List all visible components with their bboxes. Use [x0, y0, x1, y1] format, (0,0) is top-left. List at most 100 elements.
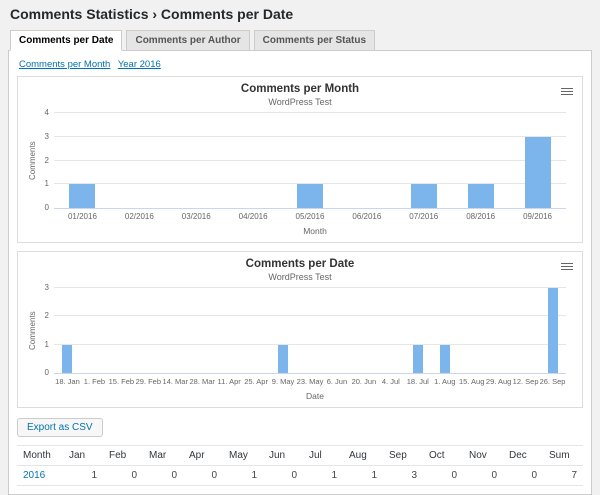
year-2016-link[interactable]: Year 2016 — [117, 59, 161, 70]
table-year-link[interactable]: 2016 — [23, 470, 46, 481]
chart-area: Comments 0 1 2 3 18. Jan 1. Feb 15. Feb 29. Fe… — [28, 283, 566, 387]
chart-context-menu-icon[interactable] — [561, 259, 573, 274]
plot-area: Comments 0 1 2 3 — [28, 283, 566, 377]
table-header-sum: Sum — [543, 445, 583, 466]
table-header-aug: Aug — [343, 445, 383, 466]
chart-subtitle: WordPress Test — [268, 97, 332, 107]
x-tick-label: 1. Feb — [83, 377, 106, 386]
x-tick-label: 20. Jun — [351, 377, 377, 386]
y-axis-title: Comments — [28, 141, 37, 180]
y-tick-label: 1 — [44, 179, 49, 189]
table-header-oct: Oct — [423, 445, 463, 466]
gridline — [54, 343, 566, 345]
gridline — [54, 112, 566, 113]
x-tick-label: 25. Apr — [244, 377, 268, 386]
y-tick-label: 0 — [44, 368, 49, 377]
chart-context-menu-icon[interactable] — [561, 84, 573, 99]
table-cell-jun: 0 — [263, 465, 303, 486]
x-tick-label: 04/2016 — [238, 212, 268, 221]
table-header-jan: Jan — [63, 445, 103, 466]
table-cell-oct: 0 — [423, 465, 463, 486]
table-cell-jan: 1 — [63, 465, 103, 486]
x-axis-labels: 18. Jan 1. Feb 15. Feb 29. Feb 14. Mar 28. Ma… — [54, 377, 566, 387]
table-header-jun: Jun — [263, 445, 303, 466]
chart-subtitle: WordPress Test — [268, 272, 332, 282]
x-axis-title: Date — [306, 391, 324, 401]
tab-comments-per-author[interactable]: Comments per Author — [126, 30, 250, 51]
gridline — [54, 287, 566, 288]
x-tick-label: 02/2016 — [124, 212, 154, 221]
bar-07-2016[interactable] — [410, 184, 437, 208]
tab-comments-per-status[interactable]: Comments per Status — [253, 30, 376, 51]
x-tick-label: 06/2016 — [352, 212, 382, 221]
x-tick-label: 29. Feb — [135, 377, 162, 386]
y-tick-label: 2 — [44, 155, 49, 165]
y-tick-label: 4 — [44, 108, 49, 117]
table-cell-apr: 0 — [183, 465, 223, 486]
x-tick-label: 07/2016 — [409, 212, 439, 221]
x-tick-label: 29. Aug — [485, 377, 512, 386]
bar-01-2016[interactable] — [69, 184, 96, 208]
table-row: 2016 1 0 0 0 1 0 1 1 3 0 0 0 7 — [17, 465, 583, 486]
comments-per-month-link[interactable]: Comments per Month — [19, 59, 111, 70]
table-cell-dec: 0 — [503, 465, 543, 486]
table-header-feb: Feb — [103, 445, 143, 466]
x-tick-label: 23. May — [296, 377, 324, 386]
bar-1-aug[interactable] — [439, 344, 450, 373]
table-cell-month: 2016 — [17, 465, 63, 486]
comments-per-month-chart: Comments per Month WordPress Test Commen… — [17, 76, 583, 243]
table-cell-sum: 7 — [543, 465, 583, 486]
x-tick-label: 01/2016 — [67, 212, 97, 221]
table-header-nov: Nov — [463, 445, 503, 466]
bar-9-may[interactable] — [278, 344, 289, 373]
x-tick-label: 09/2016 — [523, 212, 553, 221]
table-cell-jul: 1 — [303, 465, 343, 486]
x-tick-label: 08/2016 — [466, 212, 496, 221]
y-tick-label: 3 — [44, 131, 49, 141]
bar-09-2016[interactable] — [524, 136, 551, 208]
x-tick-label: 15. Feb — [108, 377, 135, 386]
x-tick-label: 14. Mar — [162, 377, 188, 386]
bar-18-jan[interactable] — [62, 344, 73, 373]
table-header-row: Month Jan Feb Mar Apr May Jun Jul Aug Sep Oct Nov De… — [17, 445, 583, 466]
x-tick-label: 9. May — [271, 377, 295, 386]
main-panel: Comments per Month Year 2016 Comments pe… — [8, 50, 592, 495]
table-cell-mar: 0 — [143, 465, 183, 486]
plot-area: Comments 0 1 2 3 4 — [28, 108, 566, 212]
table-cell-nov: 0 — [463, 465, 503, 486]
x-tick-label: 12. Sep — [512, 377, 539, 386]
table-cell-sep: 3 — [383, 465, 423, 486]
chart-title: Comments per Date — [245, 258, 355, 270]
x-axis-title: Month — [303, 226, 327, 236]
x-tick-label: 18. Jul — [406, 377, 429, 386]
view-links: Comments per Month Year 2016 — [19, 59, 583, 70]
bar-26-sep[interactable] — [547, 288, 558, 373]
bar-08-2016[interactable] — [467, 184, 494, 208]
x-tick-label: 4. Jul — [381, 377, 400, 386]
y-tick-label: 2 — [44, 311, 49, 321]
chart-title: Comments per Month — [240, 83, 360, 95]
x-tick-label: 1. Aug — [434, 377, 456, 386]
x-tick-label: 05/2016 — [295, 212, 325, 221]
x-axis-labels: 01/2016 02/2016 03/2016 04/2016 05/2016 06/20… — [54, 212, 566, 222]
gridline — [54, 159, 566, 161]
bar-05-2016[interactable] — [297, 184, 323, 208]
table-header-sep: Sep — [383, 445, 423, 466]
tab-comments-per-date[interactable]: Comments per Date — [10, 30, 123, 51]
table-header-month: Month — [17, 445, 63, 466]
table-header-apr: Apr — [183, 445, 223, 466]
bar-18-jul[interactable] — [412, 344, 423, 373]
x-tick-label: 03/2016 — [181, 212, 211, 221]
gridline — [54, 315, 566, 317]
export-csv-button[interactable]: Export as CSV — [17, 418, 103, 437]
x-tick-label: 26. Sep — [539, 377, 566, 386]
table-header-mar: Mar — [143, 445, 183, 466]
table-header-jul: Jul — [303, 445, 343, 466]
table-header-dec: Dec — [503, 445, 543, 466]
stats-table: Month Jan Feb Mar Apr May Jun Jul Aug Sep Oct Nov De… — [17, 445, 583, 486]
table-cell-aug: 1 — [343, 465, 383, 486]
table-cell-feb: 0 — [103, 465, 143, 486]
y-tick-label: 0 — [44, 203, 49, 212]
page-title: Comments Statistics › Comments per Date — [10, 6, 294, 22]
